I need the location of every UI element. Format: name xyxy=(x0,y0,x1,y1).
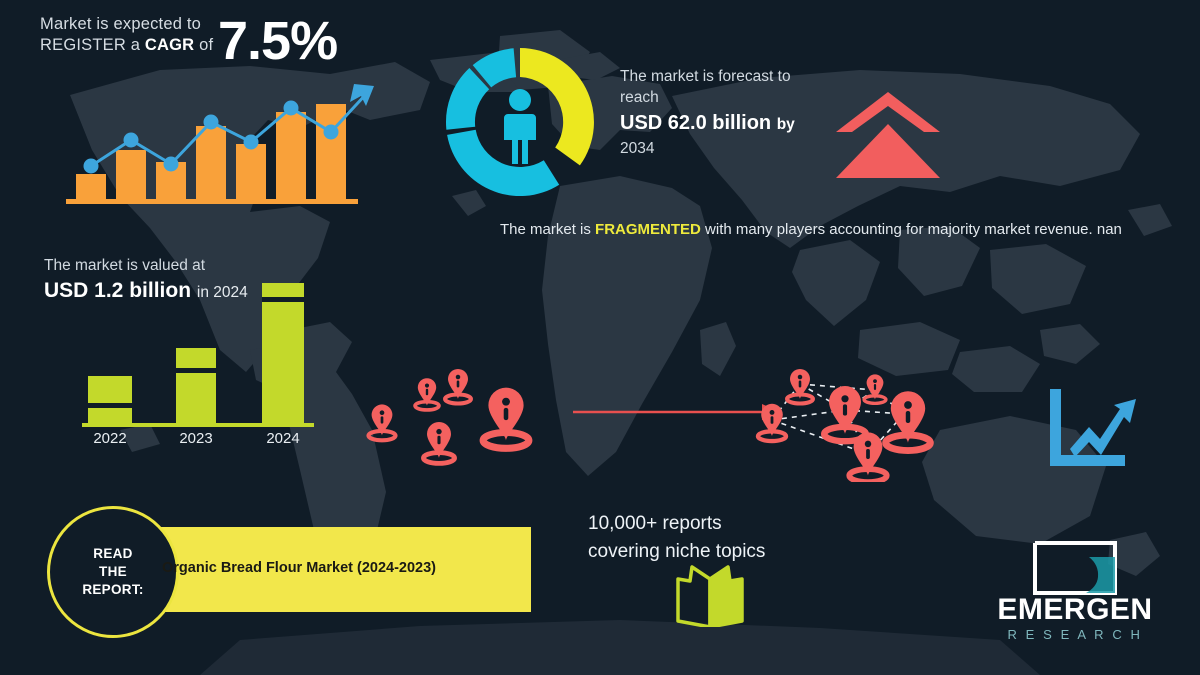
forecast-value: USD 62.0 billion xyxy=(620,112,772,134)
market-fragmentation-diagram xyxy=(348,367,948,482)
valuation-suffix: in 2024 xyxy=(196,284,248,301)
growth-trend-chart xyxy=(66,84,374,204)
growth-trend-points xyxy=(83,100,339,174)
valuation-tick-2022: 2022 xyxy=(93,430,126,445)
valuation-value: USD 1.2 billion xyxy=(44,279,192,302)
location-pin-icon xyxy=(423,422,454,463)
valuation-tick-2023: 2023 xyxy=(179,430,212,445)
read-report-line-1: READ xyxy=(93,546,133,561)
fragmented-post: with many players accounting for majorit… xyxy=(700,221,1122,238)
growth-chart-icon xyxy=(1050,389,1136,466)
growth-trend-baseline xyxy=(66,199,358,204)
valuation-bars xyxy=(88,283,304,423)
location-pin-icon xyxy=(824,386,866,441)
valuation-text-block: The market is valued at USD 1.2 billion … xyxy=(44,255,324,307)
market-valuation-chart: 2022 2023 2024 xyxy=(82,283,314,445)
logo-subtitle: R E S E A R C H xyxy=(1007,627,1142,642)
read-report-banner[interactable] xyxy=(118,527,531,612)
location-pin-icon xyxy=(443,367,473,406)
forecast-year: 2034 xyxy=(620,140,655,157)
valuation-lead: The market is valued at xyxy=(44,257,206,274)
location-pin-icon xyxy=(483,388,529,449)
valuation-bar-2023 xyxy=(176,348,216,423)
pin-cluster-connected xyxy=(758,367,931,482)
market-share-donut xyxy=(445,48,594,197)
read-report-line-2: THE xyxy=(99,564,127,579)
cagr-keyword: CAGR xyxy=(144,36,195,54)
forecast-text-block: The market is forecast to reach USD 62.0… xyxy=(620,66,880,159)
valuation-axis-labels: 2022 2023 2024 xyxy=(93,430,299,445)
location-pin-icon xyxy=(368,404,395,440)
valuation-value-row: USD 1.2 billion in 2024 xyxy=(44,277,324,307)
reports-count-line-2: covering niche topics xyxy=(588,541,766,562)
location-pin-icon xyxy=(886,391,931,450)
valuation-bar-2022 xyxy=(88,376,132,423)
donut-segment-yellow xyxy=(520,48,594,166)
cagr-line-2-post: of xyxy=(194,36,214,54)
cagr-line-1: Market is expected to xyxy=(40,15,202,33)
logo-mark: EMERGEN R E S E A R C H xyxy=(997,541,1152,642)
location-pin-icon xyxy=(862,372,888,406)
location-pin-icon xyxy=(413,376,441,412)
emergen-research-logo: EMERGEN R E S E A R C H xyxy=(985,533,1165,643)
read-report-circle[interactable]: READ THE REPORT: xyxy=(47,506,179,638)
chevron-triangle-icon xyxy=(836,92,940,132)
logo-name: EMERGEN xyxy=(997,593,1152,626)
cagr-text-block: Market is expected to REGISTER a CAGR of xyxy=(40,14,430,56)
growth-trend-line xyxy=(90,90,370,168)
forecast-line-2: reach xyxy=(620,89,659,106)
forecast-line-1: The market is forecast to xyxy=(620,68,791,85)
person-icon xyxy=(504,89,536,164)
open-book-icon xyxy=(676,565,744,627)
read-report-circle-label: READ THE REPORT: xyxy=(82,545,143,599)
valuation-baseline xyxy=(82,423,314,427)
upward-triangles-icon xyxy=(836,92,940,178)
donut-segment-cyan-1 xyxy=(447,129,560,197)
location-pin-icon xyxy=(785,367,815,406)
forecast-value-row: USD 62.0 billion by xyxy=(620,110,880,138)
fragmented-pre: The market is xyxy=(500,221,596,238)
solid-triangle-icon xyxy=(836,124,940,178)
growth-trend-arrow-icon xyxy=(350,84,374,106)
donut-segment-cyan-3 xyxy=(472,48,517,88)
pin-cluster-scattered xyxy=(368,367,529,463)
report-title[interactable]: Organic Bread Flour Market (2024-2023) xyxy=(162,560,436,576)
donut-segment-cyan-2 xyxy=(445,68,490,130)
valuation-tick-2024: 2024 xyxy=(266,430,299,445)
cagr-line-2: REGISTER a CAGR of xyxy=(40,35,430,56)
valuation-bar-dividers xyxy=(88,297,304,408)
fragmented-statement: The market is FRAGMENTED with many playe… xyxy=(500,218,1140,241)
forecast-by: by xyxy=(776,116,795,133)
reports-count-line-1: 10,000+ reports xyxy=(588,513,722,534)
reports-count-block: 10,000+ reports covering niche topics xyxy=(588,510,828,566)
cagr-line-2-pre: REGISTER a xyxy=(40,36,145,54)
transition-arrow-icon xyxy=(573,404,780,420)
valuation-bar-2024 xyxy=(262,283,304,423)
cagr-value: 7.5% xyxy=(218,11,338,71)
read-report-line-3: REPORT: xyxy=(82,582,144,597)
fragmented-highlight: FRAGMENTED xyxy=(595,221,701,238)
